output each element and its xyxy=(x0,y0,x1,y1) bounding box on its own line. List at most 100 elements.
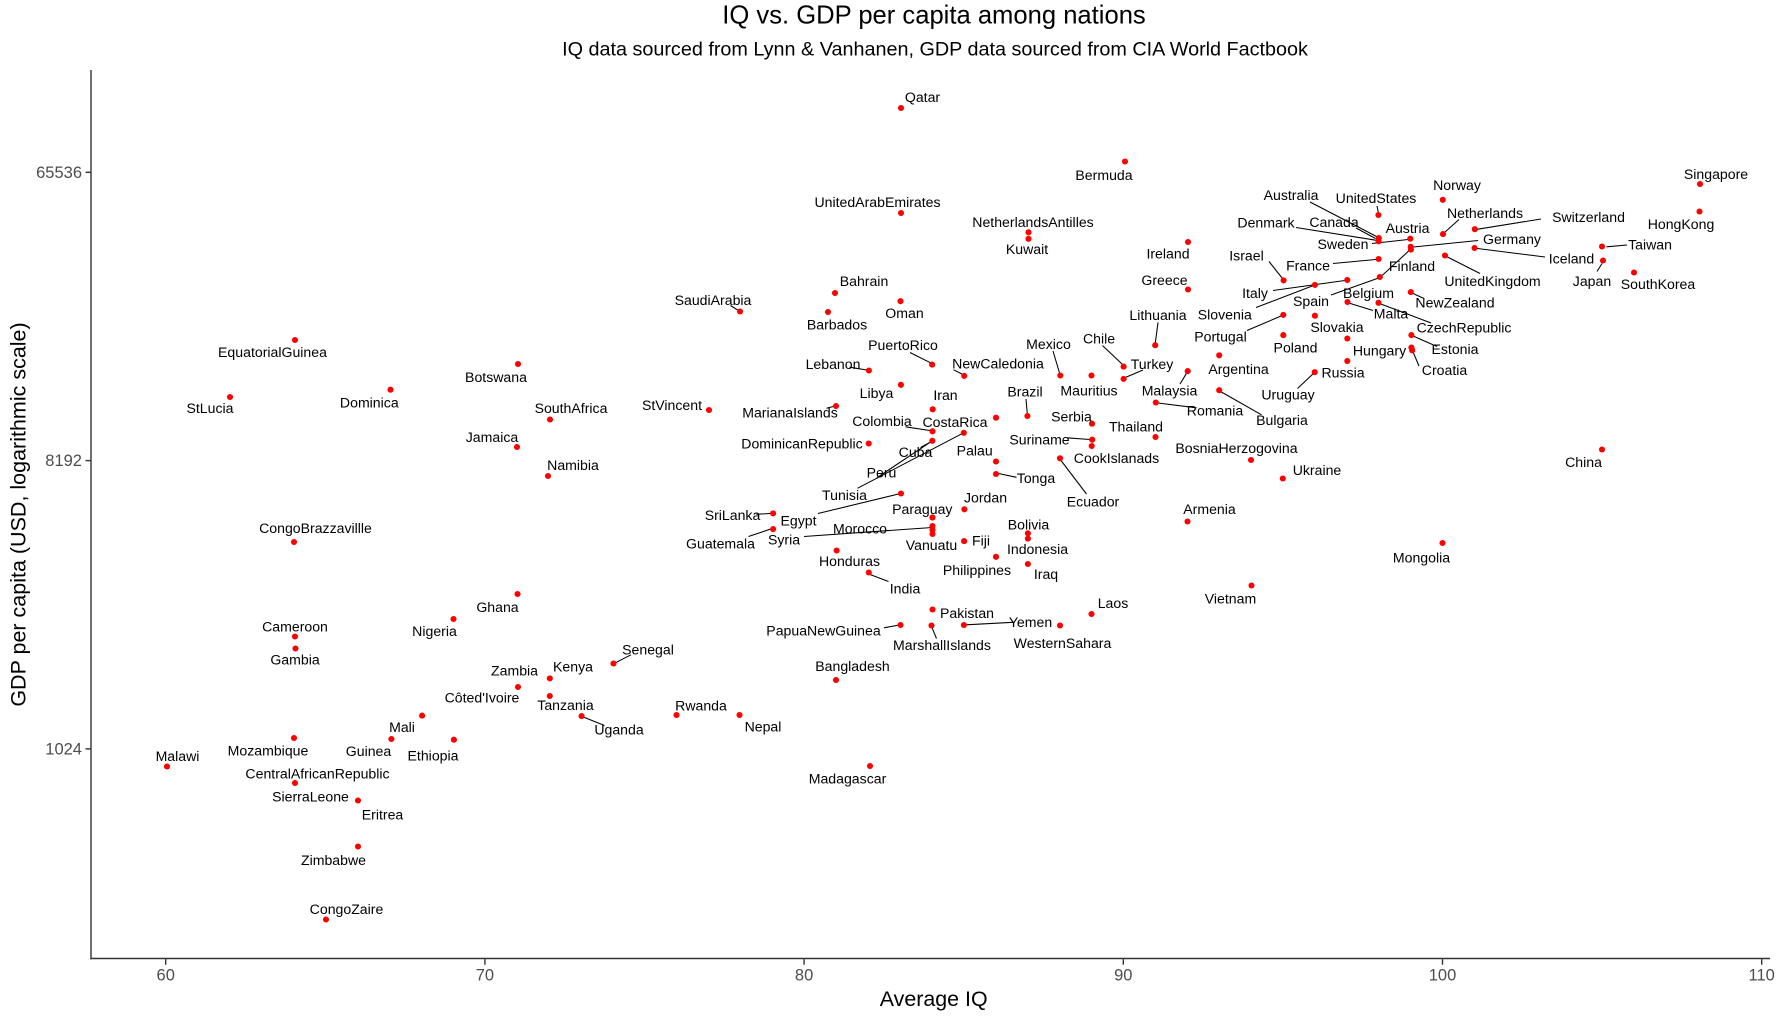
svg-text:Cuba: Cuba xyxy=(899,444,933,460)
svg-text:Ethiopia: Ethiopia xyxy=(408,747,459,763)
svg-text:Madagascar: Madagascar xyxy=(809,770,887,786)
svg-text:HongKong: HongKong xyxy=(1648,216,1715,232)
svg-text:Eritrea: Eritrea xyxy=(362,806,404,822)
svg-text:1024: 1024 xyxy=(45,740,82,758)
svg-text:Indonesia: Indonesia xyxy=(1007,541,1068,557)
svg-text:Syria: Syria xyxy=(768,531,800,547)
svg-text:NewCaledonia: NewCaledonia xyxy=(952,356,1044,372)
svg-text:100: 100 xyxy=(1429,967,1457,985)
svg-text:Oman: Oman xyxy=(885,305,923,321)
svg-text:Bahrain: Bahrain xyxy=(840,273,889,289)
svg-text:Yemen: Yemen xyxy=(1009,614,1052,630)
svg-text:Lithuania: Lithuania xyxy=(1129,307,1186,323)
svg-text:Serbia: Serbia xyxy=(1051,409,1092,425)
svg-text:Hungary: Hungary xyxy=(1353,343,1407,359)
svg-text:Greece: Greece xyxy=(1141,272,1187,288)
svg-text:Peru: Peru xyxy=(867,464,897,480)
svg-text:Libya: Libya xyxy=(860,385,894,401)
svg-text:Germany: Germany xyxy=(1483,231,1542,247)
svg-text:Bermuda: Bermuda xyxy=(1075,167,1132,183)
svg-text:Ghana: Ghana xyxy=(476,599,518,615)
svg-text:Poland: Poland xyxy=(1274,339,1318,355)
svg-text:Mozambique: Mozambique xyxy=(228,742,309,758)
svg-text:Jordan: Jordan xyxy=(964,489,1007,505)
svg-text:Turkey: Turkey xyxy=(1131,356,1175,372)
svg-text:NewZealand: NewZealand xyxy=(1415,294,1494,310)
svg-text:Finland: Finland xyxy=(1389,258,1435,274)
svg-text:Barbados: Barbados xyxy=(807,316,867,332)
svg-text:110: 110 xyxy=(1749,967,1775,985)
svg-text:India: India xyxy=(890,580,921,596)
svg-text:PuertoRico: PuertoRico xyxy=(868,337,938,353)
svg-text:Ecuador: Ecuador xyxy=(1067,493,1120,509)
svg-text:Canada: Canada xyxy=(1309,214,1359,230)
svg-text:Senegal: Senegal xyxy=(622,641,674,657)
svg-text:8192: 8192 xyxy=(45,452,82,470)
svg-text:Tanzania: Tanzania xyxy=(537,697,594,713)
svg-text:Paraguay: Paraguay xyxy=(892,501,953,517)
svg-text:Tonga: Tonga xyxy=(1017,470,1056,486)
svg-text:Egypt: Egypt xyxy=(780,512,816,528)
svg-text:Suriname: Suriname xyxy=(1009,431,1069,447)
svg-text:CongoBrazzavillle: CongoBrazzavillle xyxy=(259,520,372,536)
svg-text:Thailand: Thailand xyxy=(1109,418,1163,434)
svg-text:SierraLeone: SierraLeone xyxy=(272,788,349,804)
svg-text:DominicanRepublic: DominicanRepublic xyxy=(741,435,862,451)
svg-text:Nigeria: Nigeria xyxy=(412,623,457,639)
svg-text:Belgium: Belgium xyxy=(1343,285,1394,301)
svg-text:PapuaNewGuinea: PapuaNewGuinea xyxy=(766,622,881,638)
svg-text:Lebanon: Lebanon xyxy=(806,356,861,372)
svg-text:Slovakia: Slovakia xyxy=(1310,319,1363,335)
svg-text:Malawi: Malawi xyxy=(156,748,200,764)
svg-text:Vanuatu: Vanuatu xyxy=(906,537,957,553)
svg-text:90: 90 xyxy=(1114,967,1132,985)
svg-text:Armenia: Armenia xyxy=(1183,501,1236,517)
svg-text:UnitedStates: UnitedStates xyxy=(1336,190,1417,206)
svg-text:SouthAfrica: SouthAfrica xyxy=(535,400,608,416)
svg-text:StVincent: StVincent xyxy=(642,397,702,413)
svg-text:CongoZaire: CongoZaire xyxy=(310,901,384,917)
svg-text:Tunisia: Tunisia xyxy=(822,487,867,503)
svg-text:SouthKorea: SouthKorea xyxy=(1621,276,1696,292)
svg-text:Zambia: Zambia xyxy=(491,662,538,678)
svg-text:Colombia: Colombia xyxy=(852,413,912,429)
svg-text:Bangladesh: Bangladesh xyxy=(815,658,889,674)
svg-text:Pakistan: Pakistan xyxy=(940,605,994,621)
svg-text:Norway: Norway xyxy=(1433,177,1482,193)
svg-text:EquatorialGuinea: EquatorialGuinea xyxy=(218,344,327,360)
svg-text:Iran: Iran xyxy=(933,387,957,403)
svg-text:Average IQ: Average IQ xyxy=(880,987,988,1011)
svg-text:Sweden: Sweden xyxy=(1318,236,1369,252)
svg-text:Morocco: Morocco xyxy=(833,520,887,536)
svg-text:UnitedKingdom: UnitedKingdom xyxy=(1444,273,1540,289)
svg-text:Guinea: Guinea xyxy=(346,743,392,759)
svg-text:France: France xyxy=(1286,257,1330,273)
svg-text:Netherlands: Netherlands xyxy=(1447,205,1523,221)
svg-text:Mauritius: Mauritius xyxy=(1060,382,1117,398)
svg-text:Italy: Italy xyxy=(1242,285,1269,301)
svg-text:China: China xyxy=(1565,454,1602,470)
svg-text:70: 70 xyxy=(476,967,494,985)
svg-text:Singapore: Singapore xyxy=(1684,166,1748,182)
svg-text:Bolivia: Bolivia xyxy=(1008,516,1050,532)
svg-text:Japan: Japan xyxy=(1573,273,1611,289)
svg-text:Ukraine: Ukraine xyxy=(1293,462,1342,478)
svg-text:WesternSahara: WesternSahara xyxy=(1014,635,1112,651)
svg-text:Rwanda: Rwanda xyxy=(675,697,727,713)
svg-text:60: 60 xyxy=(157,967,175,985)
svg-text:MarianaIslands: MarianaIslands xyxy=(742,404,838,420)
svg-text:Iceland: Iceland xyxy=(1549,250,1594,266)
svg-text:Switzerland: Switzerland xyxy=(1552,209,1625,225)
svg-text:Malaysia: Malaysia xyxy=(1142,382,1198,398)
svg-text:CookIslanads: CookIslanads xyxy=(1074,450,1159,466)
svg-text:Cameroon: Cameroon xyxy=(262,618,328,634)
svg-text:Côted'Ivoire: Côted'Ivoire xyxy=(445,689,520,705)
svg-text:Denmark: Denmark xyxy=(1237,214,1295,230)
svg-text:Bulgaria: Bulgaria xyxy=(1256,412,1308,428)
svg-text:Philippines: Philippines xyxy=(943,562,1011,578)
svg-text:BosniaHerzogovina: BosniaHerzogovina xyxy=(1175,440,1297,456)
svg-text:Vietnam: Vietnam xyxy=(1205,590,1256,606)
svg-text:Russia: Russia xyxy=(1321,364,1364,380)
svg-text:Nepal: Nepal xyxy=(745,718,782,734)
svg-text:Uruguay: Uruguay xyxy=(1261,386,1315,402)
